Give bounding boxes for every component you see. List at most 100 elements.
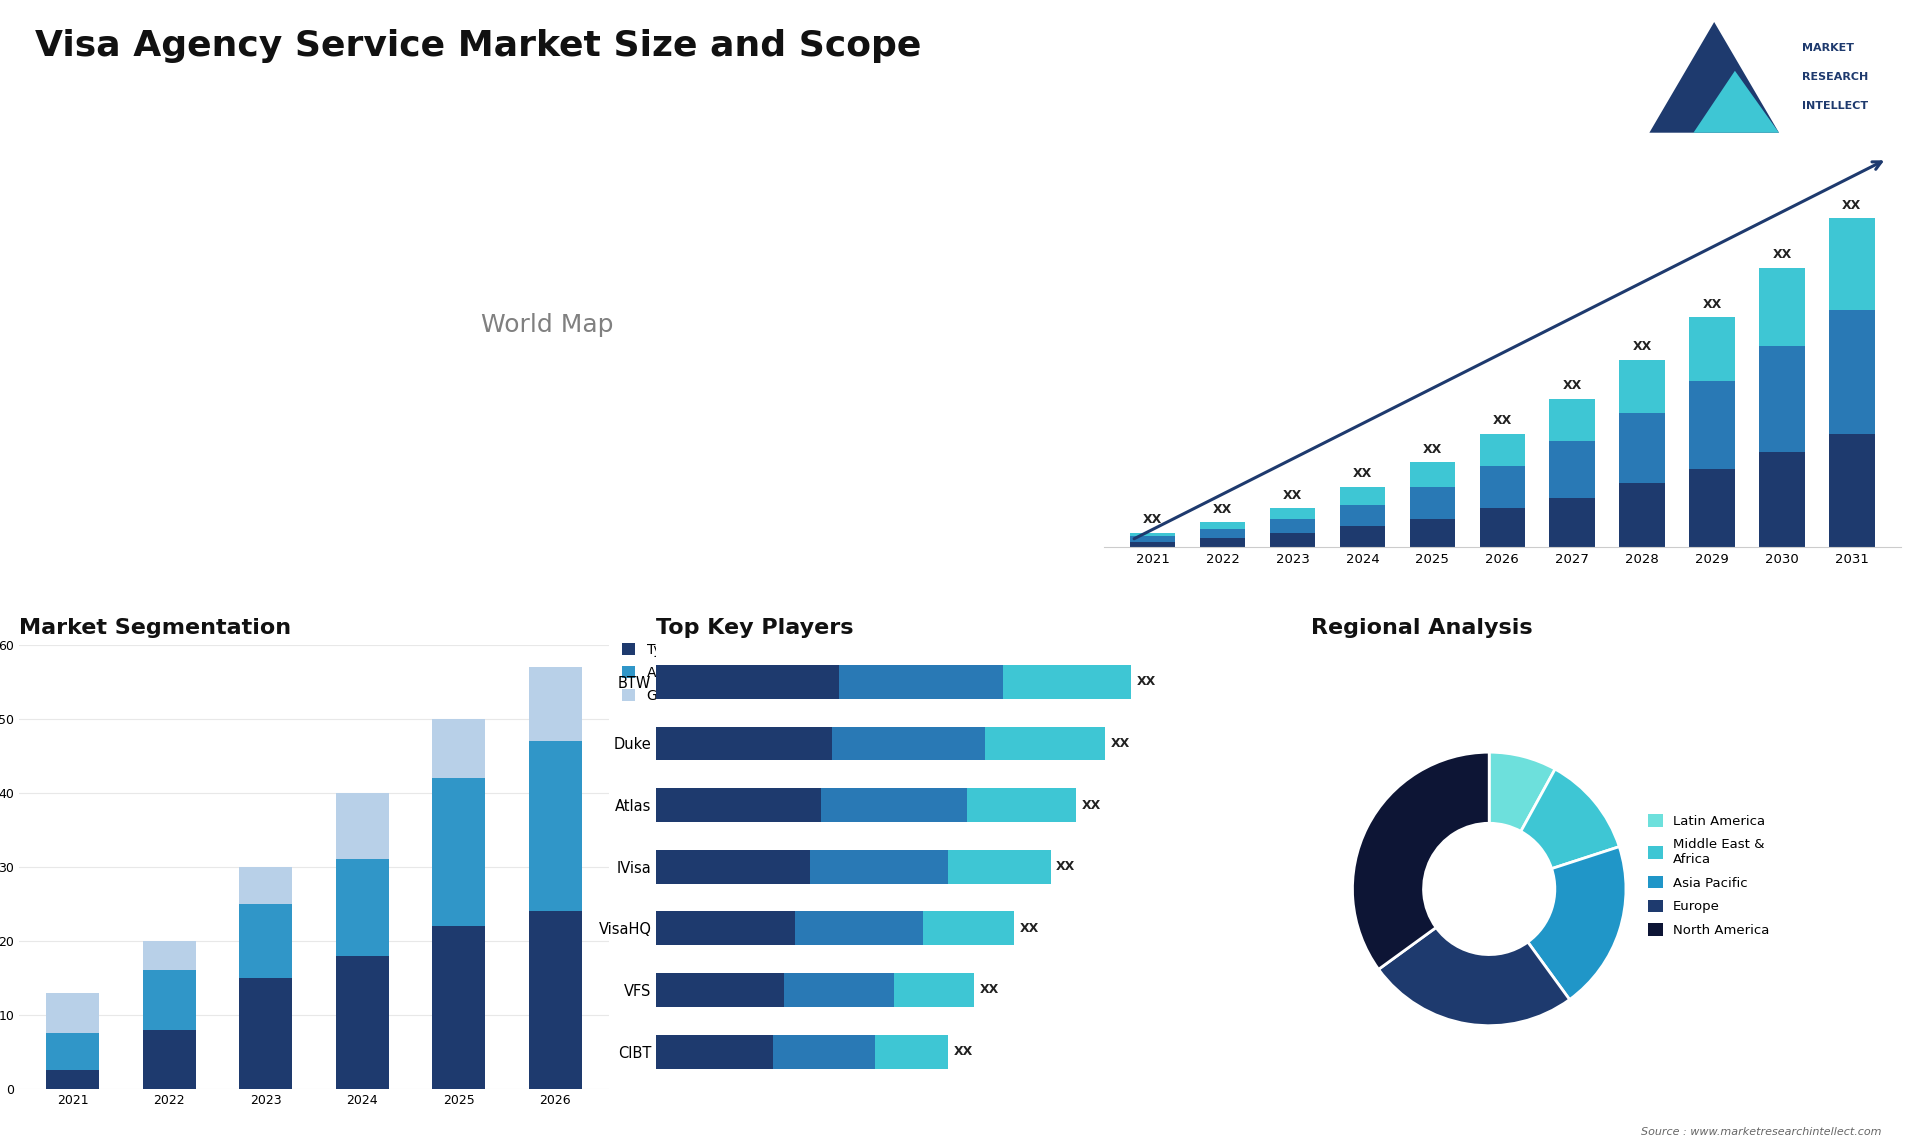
Bar [657,973,783,1007]
Bar [839,665,1002,699]
Text: XX: XX [1213,503,1233,516]
Text: Market Segmentation: Market Segmentation [19,618,292,637]
Text: XX: XX [979,983,998,997]
Bar [142,1029,196,1089]
Bar [1129,536,1175,542]
Bar [1549,441,1596,497]
Bar [1480,465,1524,508]
Bar [831,727,985,761]
Bar [1200,523,1246,529]
Bar [240,866,292,904]
Polygon shape [1649,22,1780,133]
Bar [1269,519,1315,533]
Legend: Latin America, Middle East &
Africa, Asia Pacific, Europe, North America: Latin America, Middle East & Africa, Asi… [1647,814,1770,937]
Text: XX: XX [1283,488,1302,502]
Bar [336,956,388,1089]
Wedge shape [1352,752,1490,970]
Bar [1200,539,1246,547]
Bar [876,1035,948,1068]
Bar [1269,508,1315,519]
Bar [1340,487,1384,504]
Wedge shape [1490,752,1555,831]
Bar [1269,533,1315,547]
Bar [657,788,820,822]
Text: World Map: World Map [482,313,614,337]
Bar [432,719,486,778]
Text: Visa Agency Service Market Size and Scope: Visa Agency Service Market Size and Scop… [35,29,922,63]
Bar [820,788,966,822]
Bar [240,904,292,978]
Bar [1830,434,1874,547]
Bar [795,911,924,945]
Text: XX: XX [1056,861,1075,873]
Bar [1619,413,1665,484]
Bar [657,850,810,884]
Text: XX: XX [1423,442,1442,456]
Bar [142,971,196,1029]
Text: INTELLECT: INTELLECT [1803,101,1868,111]
Bar [893,973,973,1007]
Bar [985,727,1106,761]
Polygon shape [1693,71,1780,133]
Bar [1759,268,1805,346]
Bar [966,788,1075,822]
Bar [1129,533,1175,536]
Bar [1409,462,1455,487]
Text: XX: XX [1112,737,1131,749]
Bar [528,741,582,911]
Bar [1002,665,1131,699]
Bar [1830,311,1874,434]
Bar [142,941,196,971]
Bar [1129,542,1175,547]
Bar [657,1035,774,1068]
Bar [1690,380,1736,470]
Bar [1340,526,1384,547]
Bar [1549,399,1596,441]
Bar [810,850,948,884]
Bar [1690,317,1736,380]
Bar [432,778,486,926]
Bar [657,911,795,945]
Text: RESEARCH: RESEARCH [1803,72,1868,83]
Bar [1549,497,1596,547]
Bar [1619,360,1665,413]
Bar [1690,470,1736,547]
Text: XX: XX [1703,298,1722,311]
Bar [432,926,486,1089]
Bar [657,727,831,761]
Text: Regional Analysis: Regional Analysis [1311,618,1532,637]
Bar [1619,484,1665,547]
Bar [1340,504,1384,526]
Text: XX: XX [1632,340,1651,353]
Text: XX: XX [1841,198,1862,212]
Wedge shape [1521,769,1619,869]
Bar [1830,218,1874,311]
Bar [336,860,388,956]
Bar [1759,452,1805,547]
Legend: Type, Application, Geography: Type, Application, Geography [622,643,724,702]
Bar [1759,346,1805,452]
Bar [774,1035,876,1068]
Bar [657,665,839,699]
Text: XX: XX [1772,249,1791,261]
Bar [46,992,100,1034]
Text: XX: XX [1492,415,1511,427]
Bar [46,1034,100,1070]
Text: Source : www.marketresearchintellect.com: Source : www.marketresearchintellect.com [1642,1127,1882,1137]
Text: MARKET: MARKET [1803,44,1855,54]
Text: XX: XX [1563,379,1582,392]
Bar [1200,529,1246,539]
Bar [783,973,893,1007]
Bar [528,667,582,741]
Bar [1480,434,1524,465]
Text: XX: XX [1137,675,1156,689]
Text: XX: XX [1020,921,1039,935]
Text: XX: XX [1081,799,1100,811]
Bar [924,911,1014,945]
Bar [240,978,292,1089]
Bar [1480,508,1524,547]
Text: XX: XX [954,1045,973,1058]
Bar [528,911,582,1089]
Bar [1409,519,1455,547]
Text: XX: XX [1354,468,1373,480]
